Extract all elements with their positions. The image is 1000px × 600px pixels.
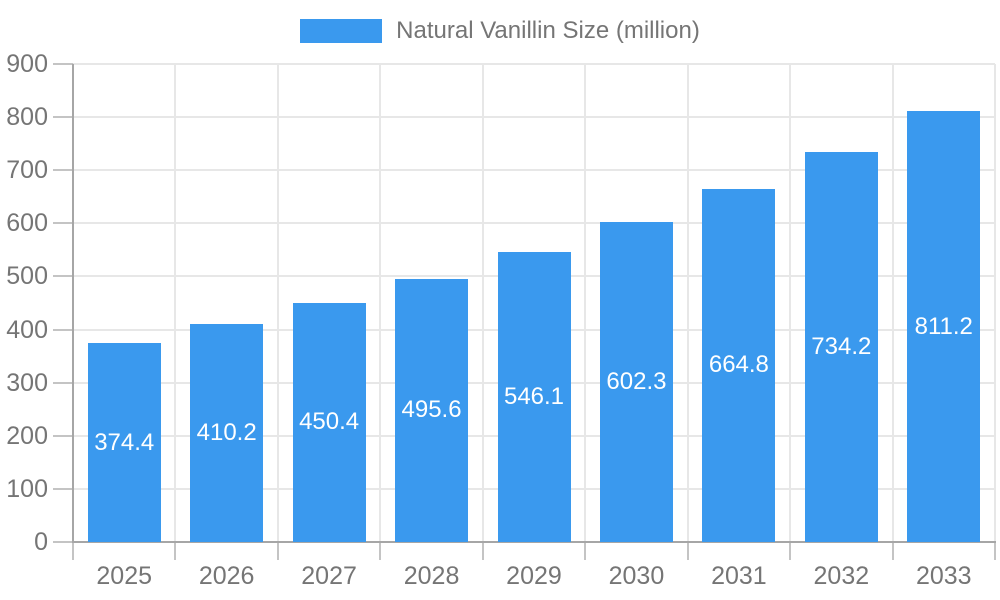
bar-value-label: 410.2 (196, 419, 257, 447)
y-axis-tick-label: 700 (6, 156, 48, 185)
x-gridline (174, 64, 177, 542)
x-axis-tick-label: 2027 (301, 562, 357, 590)
x-axis-tick (276, 542, 279, 560)
x-axis-tick (994, 542, 996, 560)
y-axis-tick (53, 541, 73, 543)
x-axis-tick (379, 542, 382, 560)
legend-series-label: Natural Vanillin Size (million) (396, 17, 700, 44)
bar-2031: 664.8 (702, 188, 776, 542)
bar-value-label: 450.4 (299, 408, 360, 436)
y-axis-line (72, 64, 74, 542)
y-axis-tick (53, 275, 73, 278)
y-axis-tick (53, 222, 73, 225)
x-axis-line (72, 541, 996, 543)
x-gridline (789, 64, 792, 542)
y-axis-tick (53, 434, 73, 437)
bar-value-label: 734.2 (811, 333, 872, 361)
bar-2026: 410.2 (190, 324, 264, 542)
x-axis-tick (481, 542, 484, 560)
x-gridline (584, 64, 587, 542)
bar-value-label: 811.2 (914, 312, 973, 340)
bar-2025: 374.4 (87, 343, 161, 542)
x-axis-tick (174, 542, 177, 560)
x-axis-tick-label: 2025 (96, 562, 153, 590)
y-axis-tick (53, 63, 73, 65)
y-axis-tick (53, 116, 73, 119)
y-gridline (73, 63, 995, 65)
y-axis-tick (53, 487, 73, 490)
bar-2032: 734.2 (804, 152, 878, 542)
bar-value-label: 546.1 (503, 382, 565, 410)
bar-2028: 495.6 (395, 278, 469, 542)
x-axis-tick (72, 542, 74, 560)
legend[interactable]: Natural Vanillin Size (million) (0, 17, 1000, 45)
bar-2029: 546.1 (497, 251, 571, 542)
x-gridline (481, 64, 484, 542)
bar-2027: 450.4 (292, 302, 366, 542)
x-axis-tick-label: 2031 (711, 562, 767, 590)
x-axis-tick (584, 542, 587, 560)
y-axis-tick (53, 381, 73, 384)
y-axis-tick-label: 0 (34, 528, 48, 556)
x-axis-tick (686, 542, 689, 560)
legend-swatch-icon (300, 19, 383, 43)
x-axis-tick-label: 2033 (915, 562, 972, 590)
bar-2033: 811.2 (907, 111, 981, 542)
y-axis-tick (53, 328, 73, 331)
bar-2030: 602.3 (599, 222, 673, 542)
y-axis-tick-label: 500 (6, 262, 48, 291)
x-axis-tick-label: 2026 (198, 562, 255, 590)
y-gridline (73, 116, 995, 119)
y-axis-tick-label: 400 (6, 315, 48, 344)
y-axis-tick (53, 169, 73, 172)
x-axis-tick-label: 2029 (506, 562, 562, 590)
x-gridline (276, 64, 279, 542)
x-gridline (379, 64, 382, 542)
x-axis-tick (891, 542, 894, 560)
y-axis-tick-label: 800 (6, 103, 48, 132)
y-gridline (73, 169, 995, 172)
y-gridline (73, 222, 995, 225)
y-axis-tick-label: 300 (6, 368, 48, 397)
x-gridline (891, 64, 894, 542)
y-axis-tick-label: 100 (6, 474, 48, 503)
y-axis-tick-label: 900 (6, 50, 48, 78)
x-axis-tick (789, 542, 792, 560)
y-axis-tick-label: 200 (6, 421, 48, 450)
bar-value-label: 374.4 (94, 428, 155, 456)
y-axis-tick-label: 600 (6, 209, 48, 238)
bar-value-label: 495.6 (401, 396, 462, 424)
x-gridline (994, 64, 996, 542)
x-axis-tick-label: 2028 (403, 562, 460, 590)
x-axis-tick-label: 2030 (608, 562, 665, 590)
x-gridline (686, 64, 689, 542)
bar-value-label: 602.3 (606, 368, 667, 396)
x-axis-tick-label: 2032 (813, 562, 870, 590)
bar-value-label: 664.8 (708, 351, 769, 379)
